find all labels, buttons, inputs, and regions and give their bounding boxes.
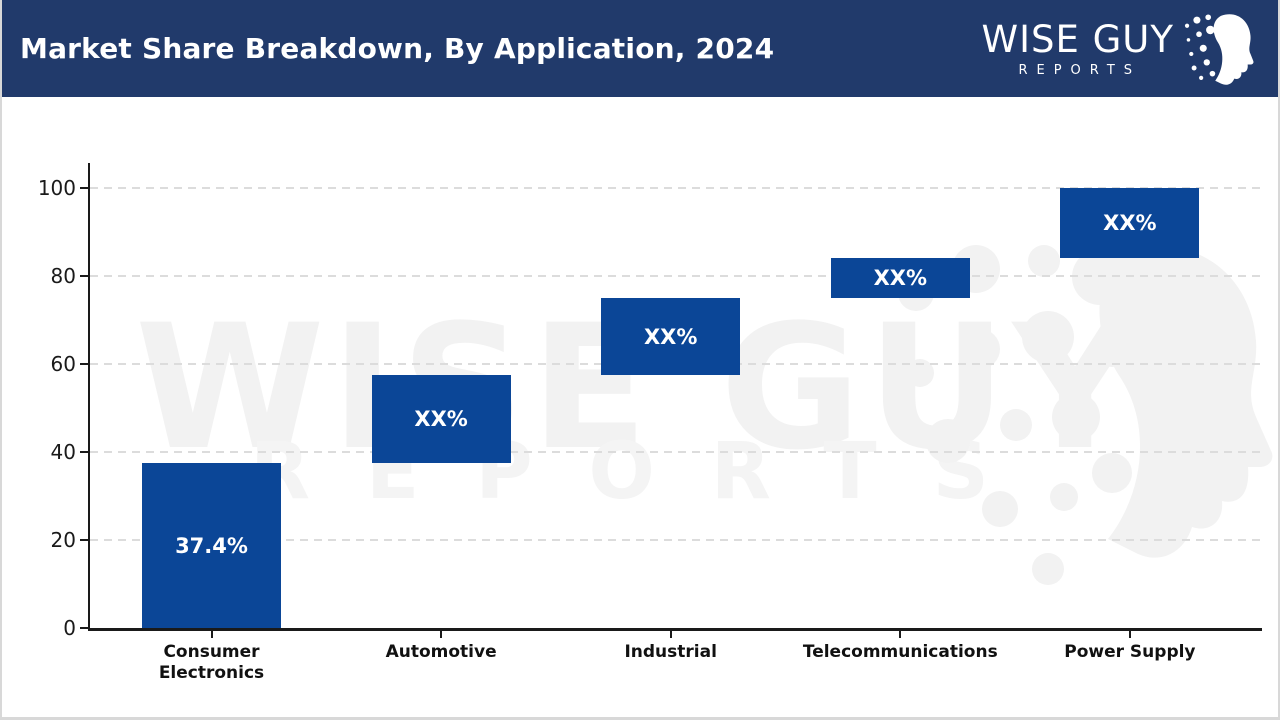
bar-value-label: XX% <box>414 407 468 432</box>
gridline-y20 <box>90 539 1262 541</box>
x-tick-mark-3 <box>899 631 902 638</box>
y-tick-mark-40 <box>80 451 88 453</box>
bar-value-label: XX% <box>1103 211 1157 236</box>
gridline-y100 <box>90 187 1262 189</box>
y-tick-label-20: 20 <box>50 528 76 552</box>
x-axis-label-0: Consumer Electronics <box>100 642 324 685</box>
wiseguy-logo: WISE GUY REPORTS <box>982 9 1254 89</box>
bar-industrial: XX% <box>601 298 741 375</box>
y-tick-mark-80 <box>80 275 88 277</box>
x-axis-label-4: Power Supply <box>1018 642 1242 663</box>
logo-line2: REPORTS <box>1018 62 1142 78</box>
bar-telecommunications: XX% <box>830 258 970 298</box>
bar-value-label: 37.4% <box>175 533 248 558</box>
x-axis-label-1: Automotive <box>329 642 553 663</box>
x-axis-label-line: Industrial <box>624 642 717 662</box>
y-tick-label-60: 60 <box>50 352 76 376</box>
x-axis-label-2: Industrial <box>559 642 783 663</box>
y-tick-mark-60 <box>80 363 88 365</box>
y-axis-line <box>88 163 90 631</box>
gridline-y40 <box>90 451 1262 453</box>
header-bar: Market Share Breakdown, By Application, … <box>0 0 1280 97</box>
x-tick-mark-0 <box>210 631 213 638</box>
logo-line1: WISE GUY <box>981 17 1174 61</box>
page-title: Market Share Breakdown, By Application, … <box>20 32 775 65</box>
bar-power-supply: XX% <box>1060 188 1200 259</box>
x-axis-line <box>88 628 1262 631</box>
x-axis-label-line: Power Supply <box>1064 642 1196 662</box>
x-tick-mark-4 <box>1128 631 1131 638</box>
x-tick-mark-1 <box>440 631 443 638</box>
y-tick-mark-100 <box>80 187 88 189</box>
bar-value-label: XX% <box>643 324 698 349</box>
logo-wordmark: WISE GUY REPORTS <box>982 21 1174 77</box>
x-axis-label-3: Telecommunications <box>788 642 1012 663</box>
x-axis-label-line: Electronics <box>158 663 265 684</box>
y-tick-label-0: 0 <box>63 616 76 640</box>
bar-consumer-electronics: 37.4% <box>142 463 281 628</box>
y-tick-label-80: 80 <box>50 264 76 288</box>
y-tick-label-100: 100 <box>37 176 76 200</box>
logo-face-icon <box>1184 13 1254 85</box>
x-tick-mark-2 <box>669 631 672 638</box>
chart-area: 0 20 40 60 80 100 37.4% Consumer Electronics XX% A… <box>0 97 1280 717</box>
bar-automotive: XX% <box>371 375 511 464</box>
y-tick-mark-0 <box>80 627 88 629</box>
x-axis-label-line: Telecommunications <box>802 642 998 662</box>
bar-value-label: XX% <box>873 266 928 291</box>
y-tick-mark-20 <box>80 539 88 541</box>
x-axis-label-line: Automotive <box>385 642 497 662</box>
x-axis-label-line: Consumer <box>163 642 260 662</box>
y-tick-label-40: 40 <box>50 440 76 464</box>
gridline-y80 <box>90 275 1262 277</box>
